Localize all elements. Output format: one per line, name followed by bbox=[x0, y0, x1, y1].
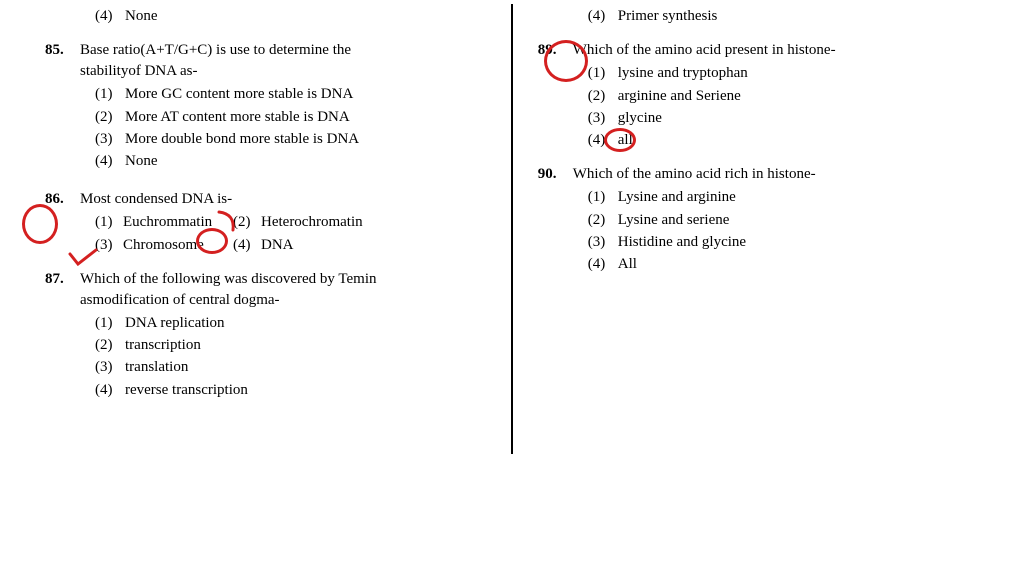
right-column: (4) Primer synthesis 89. Which of the am… bbox=[513, 4, 1004, 561]
option-text: More double bond more stable is DNA bbox=[125, 129, 496, 149]
question-85-option-1: (1) More GC content more stable is DNA bbox=[35, 84, 496, 104]
question-87-option-2: (2) transcription bbox=[35, 335, 496, 355]
option-number: (1) bbox=[95, 313, 125, 333]
option-number: (4) bbox=[588, 130, 618, 150]
question-85: 85. Base ratio(A+T/G+C) is use to determ… bbox=[35, 40, 496, 82]
option-number: (1) bbox=[588, 187, 618, 207]
option-text: Chromosome bbox=[123, 235, 233, 255]
question-number: 86. bbox=[35, 189, 80, 210]
option-text: DNA replication bbox=[125, 313, 496, 333]
option-number: (3) bbox=[95, 357, 125, 377]
option-number: (3) bbox=[95, 235, 123, 255]
question-89-option-2: (2) arginine and Seriene bbox=[528, 86, 989, 106]
question-text: Base ratio(A+T/G+C) is use to determine … bbox=[80, 40, 496, 82]
question-90-option-2: (2) Lysine and seriene bbox=[528, 210, 989, 230]
option-number: (2) bbox=[95, 107, 125, 127]
option-text: glycine bbox=[618, 108, 989, 128]
option-number: (2) bbox=[233, 212, 261, 232]
option-number: (1) bbox=[95, 84, 125, 104]
option-number: (4) bbox=[95, 6, 125, 26]
option-number: (3) bbox=[588, 232, 618, 252]
question-87-option-3: (3) translation bbox=[35, 357, 496, 377]
question-85-option-4: (4) None bbox=[35, 151, 496, 171]
question-text: Which of the following was discovered by… bbox=[80, 269, 496, 311]
question-text-line: stabilityof DNA as- bbox=[80, 63, 198, 79]
option-text: None bbox=[125, 151, 496, 171]
option-text: None bbox=[125, 6, 496, 26]
question-87-option-1: (1) DNA replication bbox=[35, 313, 496, 333]
left-column: (4) None 85. Base ratio(A+T/G+C) is use … bbox=[20, 4, 511, 561]
question-85-option-3: (3) More double bond more stable is DNA bbox=[35, 129, 496, 149]
option-text: Lysine and seriene bbox=[618, 210, 989, 230]
option-text: all bbox=[618, 130, 989, 150]
question-number: 85. bbox=[35, 40, 80, 61]
question-86: 86. Most condensed DNA is- bbox=[35, 189, 496, 210]
question-85-option-2: (2) More AT content more stable is DNA bbox=[35, 107, 496, 127]
question-number: 90. bbox=[528, 164, 573, 185]
option-number: (2) bbox=[95, 335, 125, 355]
question-89: 89. Which of the amino acid present in h… bbox=[528, 40, 989, 61]
option-text: Primer synthesis bbox=[618, 6, 989, 26]
option-number: (4) bbox=[95, 380, 125, 400]
option-number: (4) bbox=[588, 254, 618, 274]
question-86-options-row-2: (3) Chromosome (4) DNA bbox=[35, 235, 496, 255]
question-text-line: Which of the following was discovered by… bbox=[80, 271, 377, 287]
option-text: lysine and tryptophan bbox=[618, 63, 989, 83]
question-87-option-4: (4) reverse transcription bbox=[35, 380, 496, 400]
question-text: Which of the amino acid present in histo… bbox=[573, 40, 989, 61]
option-text: arginine and Seriene bbox=[618, 86, 989, 106]
option-text: All bbox=[618, 254, 989, 274]
option-text: reverse transcription bbox=[125, 380, 496, 400]
question-text-line: asmodification of central dogma- bbox=[80, 292, 280, 308]
question-number: 87. bbox=[35, 269, 80, 290]
question-90-option-3: (3) Histidine and glycine bbox=[528, 232, 989, 252]
option-text: Lysine and arginine bbox=[618, 187, 989, 207]
question-90-option-4: (4) All bbox=[528, 254, 989, 274]
question-89-option-3: (3) glycine bbox=[528, 108, 989, 128]
option-number: (4) bbox=[233, 235, 261, 255]
option-text: More AT content more stable is DNA bbox=[125, 107, 496, 127]
option-text: Euchrommatin bbox=[123, 212, 233, 232]
question-text: Most condensed DNA is- bbox=[80, 189, 496, 210]
option-text: translation bbox=[125, 357, 496, 377]
option-text: Histidine and glycine bbox=[618, 232, 989, 252]
option-text: More GC content more stable is DNA bbox=[125, 84, 496, 104]
option-number: (4) bbox=[588, 6, 618, 26]
option-number: (2) bbox=[588, 86, 618, 106]
option-text: transcription bbox=[125, 335, 496, 355]
question-text: Which of the amino acid rich in histone- bbox=[573, 164, 989, 185]
option-text: DNA bbox=[261, 235, 294, 255]
option-number: (3) bbox=[588, 108, 618, 128]
question-90: 90. Which of the amino acid rich in hist… bbox=[528, 164, 989, 185]
question-87: 87. Which of the following was discovere… bbox=[35, 269, 496, 311]
option-number: (4) bbox=[95, 151, 125, 171]
question-90-option-1: (1) Lysine and arginine bbox=[528, 187, 989, 207]
option-number: (1) bbox=[588, 63, 618, 83]
option-number: (3) bbox=[95, 129, 125, 149]
question-86-options-row-1: (1) Euchrommatin (2) Heterochromatin bbox=[35, 212, 496, 232]
question-89-option-1: (1) lysine and tryptophan bbox=[528, 63, 989, 83]
question-text-line: Base ratio(A+T/G+C) is use to determine … bbox=[80, 42, 351, 58]
page-container: (4) None 85. Base ratio(A+T/G+C) is use … bbox=[0, 0, 1024, 571]
option-number: (1) bbox=[95, 212, 123, 232]
question-84-option-4: (4) None bbox=[35, 6, 496, 26]
question-88-option-4: (4) Primer synthesis bbox=[528, 6, 989, 26]
option-number: (2) bbox=[588, 210, 618, 230]
option-text: Heterochromatin bbox=[261, 212, 363, 232]
question-number: 89. bbox=[528, 40, 573, 61]
question-89-option-4: (4) all bbox=[528, 130, 989, 150]
